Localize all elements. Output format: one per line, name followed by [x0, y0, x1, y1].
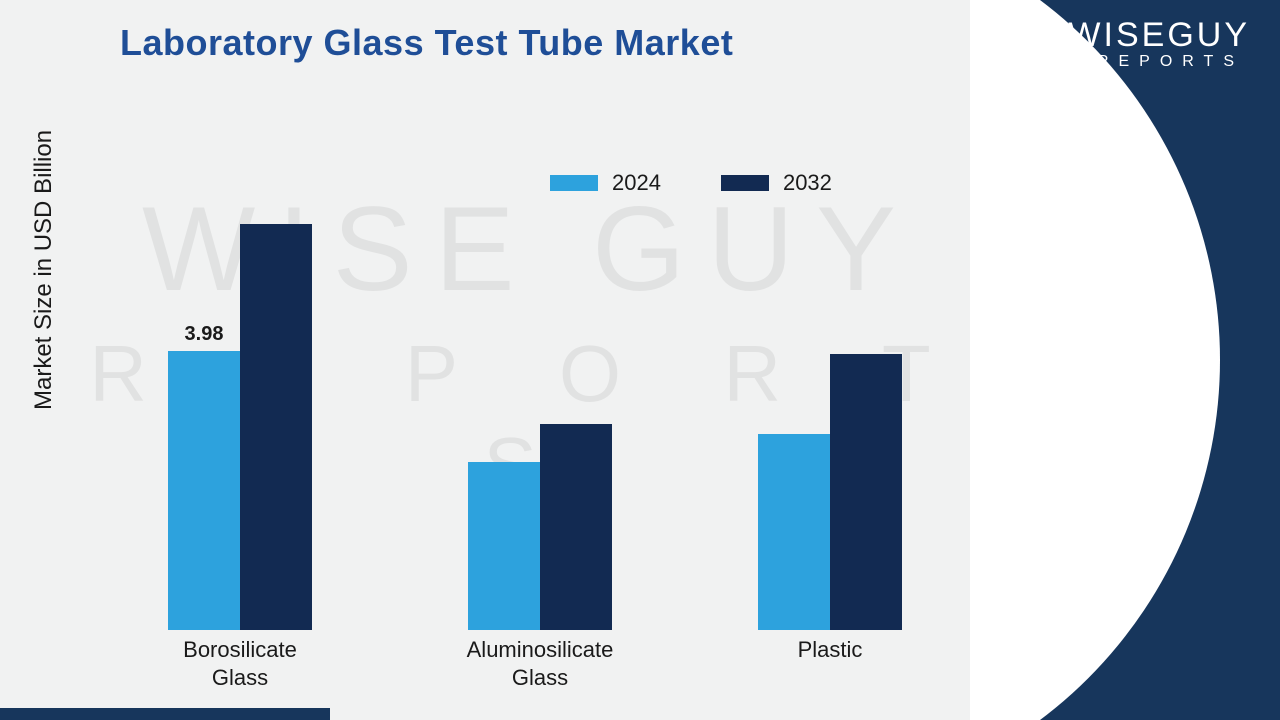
legend-item-2024: 2024 — [550, 170, 661, 196]
brand-logo-main: WISEGUY — [1068, 18, 1250, 52]
bar-group: 3.98Borosilicate Glass — [140, 224, 340, 630]
bar: 3.98 — [168, 351, 240, 630]
brand-logo: WISEGUY REPORTS — [1068, 18, 1250, 70]
bottom-accent-bar — [0, 708, 330, 720]
legend-item-2032: 2032 — [721, 170, 832, 196]
legend-swatch-2032 — [721, 175, 769, 191]
chart-title: Laboratory Glass Test Tube Market — [120, 22, 733, 64]
bar — [758, 434, 830, 630]
xaxis-category-label: Borosilicate Glass — [183, 636, 297, 691]
brand-logo-sub: REPORTS — [1068, 54, 1250, 70]
bar-value-label: 3.98 — [185, 323, 224, 346]
xaxis-category-label: Aluminosilicate Glass — [467, 636, 614, 691]
bar-group: Plastic — [730, 354, 930, 631]
plot-area: 3.98Borosilicate Glass Aluminosilicate Gl… — [110, 210, 940, 630]
page-root: WISE GUY R E P O R T S Laboratory Glass … — [0, 0, 1280, 720]
bar-group: Aluminosilicate Glass — [440, 424, 640, 631]
xaxis-category-label: Plastic — [798, 636, 863, 664]
legend: 2024 2032 — [550, 170, 832, 196]
bar — [240, 224, 312, 630]
bar — [540, 424, 612, 631]
bar — [830, 354, 902, 631]
bar — [468, 462, 540, 630]
legend-label-2032: 2032 — [783, 170, 832, 196]
legend-label-2024: 2024 — [612, 170, 661, 196]
chart-area: WISE GUY R E P O R T S Laboratory Glass … — [0, 0, 970, 720]
yaxis-label: Market Size in USD Billion — [30, 130, 58, 410]
right-panel — [970, 0, 1280, 720]
legend-swatch-2024 — [550, 175, 598, 191]
